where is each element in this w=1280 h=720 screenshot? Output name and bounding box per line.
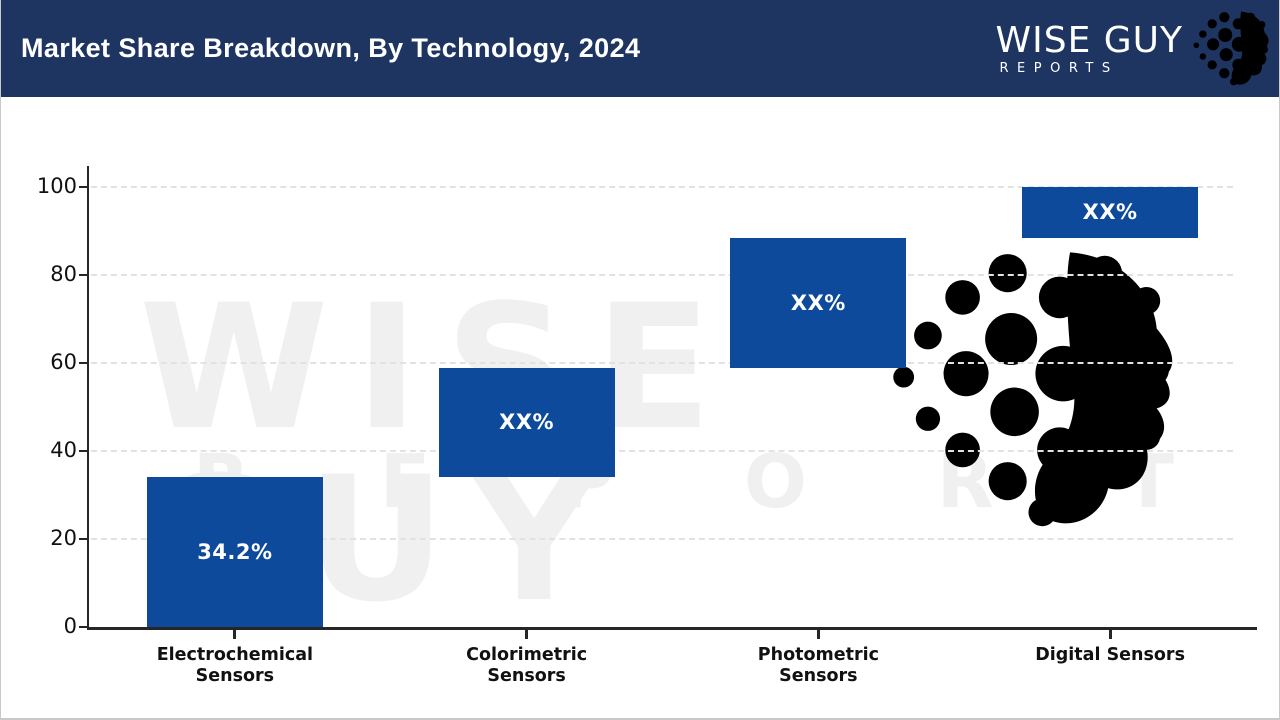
category-label: Digital Sensors [1035,645,1185,665]
y-tick-label: 0 [63,614,77,638]
plot-area: 0 20 40 60 80 100 34.2% Electrochemical Sensors… [1,97,1279,718]
bar: XX% [438,368,615,477]
gridline [91,450,1233,452]
y-tick-mark [79,626,87,628]
bar: XX% [1022,187,1199,238]
logo-text: WISE GUY REPORTS [995,20,1184,77]
wise-guy-logo: WISE GUY REPORTS [996,6,1272,92]
gridline [91,362,1233,364]
chart-title: Market Share Breakdown, By Technology, 2… [21,33,641,63]
gridline [91,274,1233,276]
y-tick-label: 100 [36,174,77,198]
y-axis-line [87,166,89,630]
x-tick-mark [1108,630,1112,639]
y-tick-mark [79,274,87,276]
category-label: Colorimetric Sensors [466,645,588,686]
watermark-head-icon [869,222,1181,560]
y-tick-label: 60 [50,350,77,374]
bar: XX% [730,238,907,369]
y-tick-mark [79,538,87,540]
header-bar: Market Share Breakdown, By Technology, 2… [1,0,1279,97]
y-tick-label: 80 [50,262,77,286]
logo-head-icon [1187,9,1271,89]
y-tick-mark [79,362,87,364]
category-label: Electrochemical Sensors [156,645,314,686]
x-axis-line [87,627,1257,630]
bar-value-label: 34.2% [197,539,273,564]
gridline [91,186,1233,188]
logo-wordmark: WISE GUY [995,20,1183,61]
y-tick-mark [79,186,87,188]
gridline [91,538,1233,540]
y-tick-label: 40 [50,438,77,462]
bar: 34.2% [146,476,323,627]
x-tick-mark [233,630,237,639]
x-tick-mark [525,630,529,639]
y-tick-label: 20 [50,526,77,550]
logo-subtext: REPORTS [999,61,1119,76]
x-tick-mark [816,630,820,639]
bar-value-label: XX% [790,291,846,316]
bar-value-label: XX% [1082,200,1138,225]
bar-value-label: XX% [499,410,555,435]
y-tick-mark [79,450,87,452]
category-label: Photometric Sensors [757,645,879,686]
